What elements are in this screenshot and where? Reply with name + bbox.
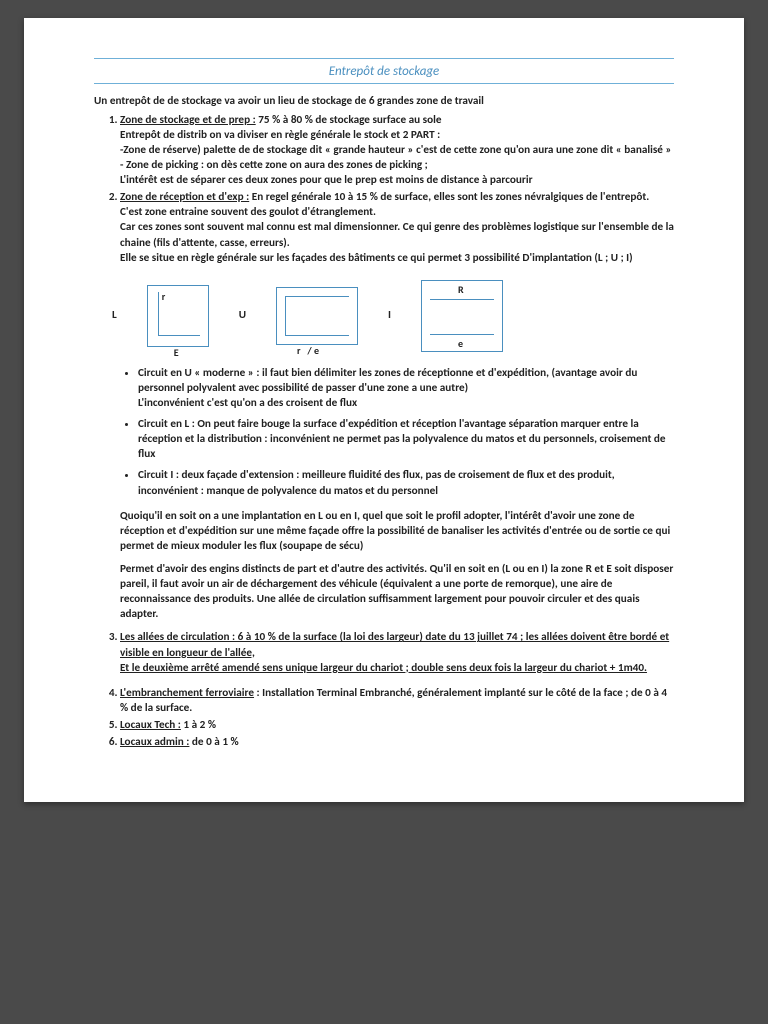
paragraph-2: Permet d'avoir des engins distincts de p…: [120, 562, 674, 622]
item-4: L'embranchement ferroviaire : Installati…: [120, 686, 674, 716]
item-6-body: de 0 à 1 %: [189, 735, 238, 749]
item-6-head: Locaux admin :: [120, 735, 189, 749]
item-5-body: 1 à 2 %: [181, 718, 216, 732]
item-2-l2: Car ces zones sont souvent mal connu est…: [120, 220, 674, 250]
bullet-u-text2: L'inconvénient c'est qu'on a des croisen…: [138, 396, 357, 410]
item-1-l2: Entrepôt de distrib on va diviser en règ…: [120, 128, 674, 143]
diagram-L: r E: [147, 285, 209, 347]
item-3-l2: Et le deuxième arrêté amendé sens unique…: [120, 661, 674, 676]
item-6: Locaux admin : de 0 à 1 %: [120, 735, 674, 750]
diagram-I: R e: [421, 280, 503, 352]
item-4-head: L'embranchement ferroviaire: [120, 686, 254, 700]
item-2-l3: Elle se situe en règle générale sur les …: [120, 251, 674, 266]
item-1-l4: - Zone de picking : on dès cette zone on…: [120, 158, 674, 173]
document-page: Entrepôt de stockage Un entrepôt de de s…: [24, 18, 744, 802]
item-1-l1: 75 % à 80 % de stockage surface au sole: [256, 113, 442, 127]
main-list-cont2: L'embranchement ferroviaire : Installati…: [94, 686, 674, 750]
page-title: Entrepôt de stockage: [94, 63, 674, 81]
item-2-head: Zone de réception et d'exp :: [120, 190, 249, 204]
main-list: Zone de stockage et de prep : 75 % à 80 …: [94, 113, 674, 266]
bullet-u-text: Circuit en U « moderne » : il faut bien …: [138, 366, 637, 395]
bullet-i: Circuit I : deux façade d'extension : me…: [138, 468, 674, 498]
item-5-head: Locaux Tech :: [120, 718, 181, 732]
item-2: Zone de réception et d'exp : En regel gé…: [120, 190, 674, 266]
diag-L-E: E: [174, 346, 179, 360]
bullet-u: Circuit en U « moderne » : il faut bien …: [138, 366, 674, 411]
diagram-row: L r E U r / e I R e: [112, 280, 674, 352]
rule-bottom: [94, 83, 674, 84]
intro-text: Un entrepôt de de stockage va avoir un l…: [94, 94, 674, 109]
diag-I-R: R: [458, 283, 464, 297]
diag-U-re: r / e: [297, 344, 319, 358]
item-1-head: Zone de stockage et de prep :: [120, 113, 256, 127]
bullet-l: Circuit en L : On peut faire bouge la su…: [138, 417, 674, 462]
rule-top: [94, 58, 674, 59]
paragraph-1: Quoiqu'il en soit on a une implantation …: [120, 509, 674, 554]
diag-L-r: r: [162, 290, 166, 304]
diag-label-L: L: [112, 308, 117, 323]
diag-label-U: U: [239, 308, 246, 323]
diag-I-e: e: [458, 337, 463, 351]
main-list-cont: Les allées de circulation : 6 à 10 % de …: [94, 630, 674, 675]
item-5: Locaux Tech : 1 à 2 %: [120, 718, 674, 733]
diagram-U: r / e: [276, 287, 358, 345]
item-1-l3: -Zone de réserve) palette de de stockage…: [120, 143, 674, 158]
diag-label-I: I: [388, 308, 391, 323]
bullet-list: Circuit en U « moderne » : il faut bien …: [138, 366, 674, 499]
item-1: Zone de stockage et de prep : 75 % à 80 …: [120, 113, 674, 189]
item-3: Les allées de circulation : 6 à 10 % de …: [120, 630, 674, 675]
item-1-l5: L'intérêt est de séparer ces deux zones …: [120, 173, 674, 188]
item-3-head: Les allées de circulation : 6 à 10 % de …: [120, 630, 669, 659]
